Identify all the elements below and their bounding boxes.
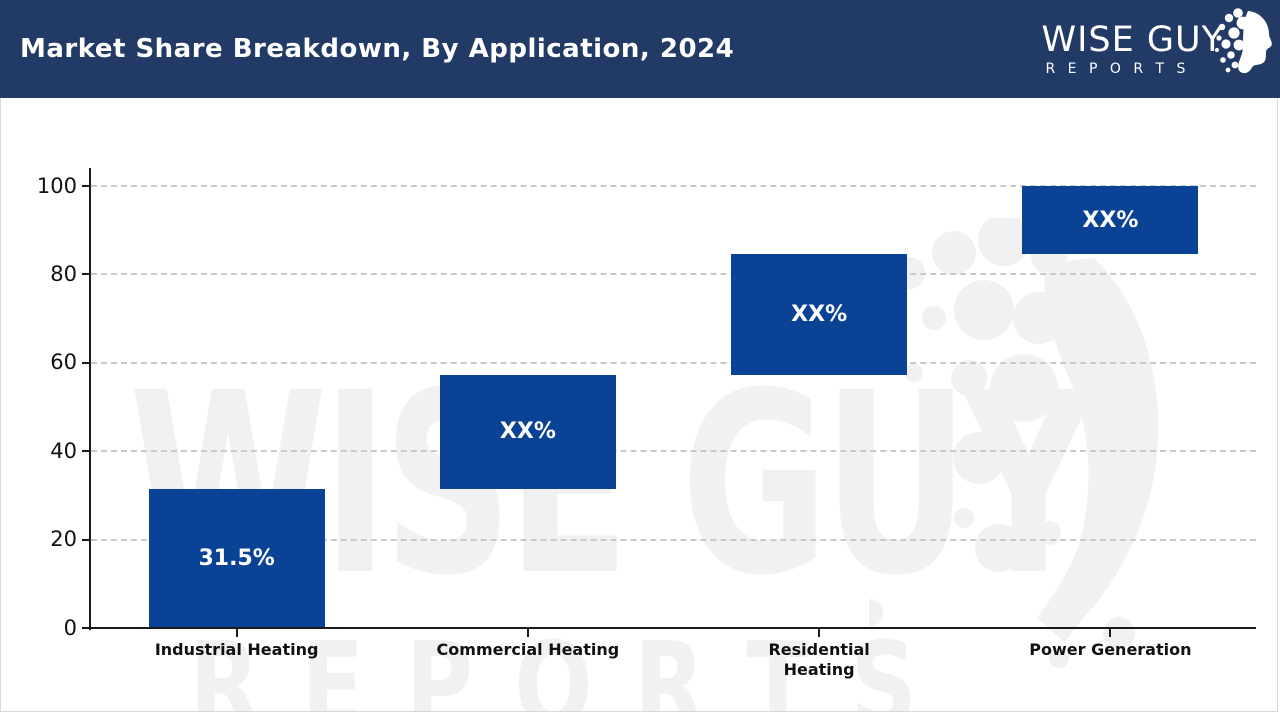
brand-logo: WISE GUY R E P O R T S — [1041, 7, 1276, 91]
dotted-head-icon — [1215, 8, 1272, 74]
y-tick — [82, 450, 91, 453]
brand-subtitle: R E P O R T S — [1045, 60, 1190, 77]
plot-area: 0 20 40 60 80 100 31.5% Industrial Heating XX% Co… — [1, 98, 1277, 711]
brand-text: WISE GUY R E P O R T S — [1041, 19, 1224, 77]
y-tick-label: 100 — [36, 173, 77, 198]
brand-wordmark: WISE GUY — [1041, 19, 1224, 60]
bar-value-label: XX% — [499, 419, 556, 445]
y-axis-line — [89, 168, 91, 630]
x-category-label: Power Generation — [1029, 640, 1192, 659]
x-tick — [1109, 629, 1112, 637]
page-title: Market Share Breakdown, By Application, … — [20, 34, 735, 64]
bar: XX% — [439, 374, 616, 489]
y-tick-label: 80 — [50, 261, 77, 286]
y-tick-label: 0 — [63, 615, 77, 640]
bar: XX% — [731, 254, 908, 375]
y-tick-label: 60 — [50, 350, 77, 375]
y-tick — [82, 361, 91, 364]
gridline — [91, 361, 1256, 364]
x-tick — [526, 629, 529, 637]
y-tick — [82, 538, 91, 541]
y-tick-label: 40 — [50, 438, 77, 463]
y-tick — [82, 627, 91, 629]
bar-value-label: XX% — [791, 301, 848, 327]
x-tick — [235, 629, 238, 637]
bar-value-label: 31.5% — [198, 545, 275, 571]
x-axis-line — [89, 627, 1256, 629]
bar: 31.5% — [148, 488, 325, 628]
bar-value-label: XX% — [1082, 207, 1139, 233]
y-tick-label: 20 — [50, 527, 77, 552]
gridline — [91, 273, 1256, 276]
x-category-label: Residential Heating — [768, 640, 870, 679]
x-category-label: Commercial Heating — [436, 640, 620, 659]
gridline — [91, 538, 1256, 541]
chart-frame: WISE GUY R E P O R T S — [0, 98, 1278, 712]
gridline — [91, 185, 1256, 187]
x-tick — [818, 629, 821, 637]
header-bar: Market Share Breakdown, By Application, … — [0, 0, 1280, 98]
gridline — [91, 450, 1256, 453]
bar: XX% — [1022, 186, 1199, 255]
y-tick — [82, 185, 91, 187]
y-tick — [82, 273, 91, 276]
x-category-label: Industrial Heating — [154, 640, 319, 659]
